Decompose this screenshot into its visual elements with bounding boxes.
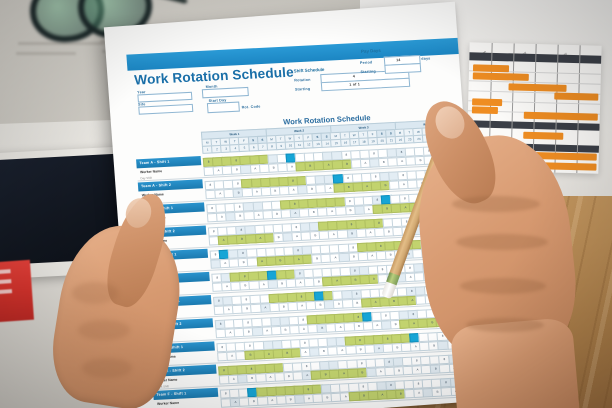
field-label-pay-starting: Starting [360,69,377,75]
field-value-starting: 1 of 1 [349,82,361,87]
field-label-starting: Starting [294,86,311,92]
right-hand [408,91,608,408]
right-hand-crease [466,318,544,332]
field-label-period-unit: days [421,56,431,61]
field-input-pay-starting[interactable] [384,63,422,74]
field-input-site[interactable] [138,103,194,115]
employee-group-label: Team A - Shift 1 [139,159,170,166]
gantt-bar [472,72,529,81]
field-input-start-day[interactable] [206,101,240,114]
field-label-rot-code: Rot. Code [241,104,261,110]
red-document-line [0,269,11,276]
red-document-line [0,279,12,286]
employee-group-bar: Team A - Shift 1 [136,156,202,169]
section-label-pay-days: Pay Days [360,47,381,54]
field-value-period: 14 [395,57,401,63]
field-label-rotation: Rotation [294,77,311,83]
gantt-bar [508,83,567,92]
right-hand-crease [456,234,548,250]
background-text-line [16,52,76,55]
field-value-rotation: 4 [352,74,356,79]
right-hand-crease [460,278,546,294]
field-input-month[interactable] [201,86,249,99]
background-text-line [18,42,104,45]
right-hand-crease [452,196,540,212]
field-label-period: Period [359,60,373,66]
section-label-shift-schedule: Shift Schedule [293,66,325,74]
field-input-year[interactable] [137,91,193,103]
red-document [0,259,35,325]
gantt-bar [472,64,510,73]
left-hand-crease [78,320,130,340]
left-hand-crease [82,358,132,378]
red-document-line [0,289,13,296]
left-hand-crease [72,282,118,304]
employee-name: Worker Name [139,169,163,175]
left-hand [44,186,202,408]
